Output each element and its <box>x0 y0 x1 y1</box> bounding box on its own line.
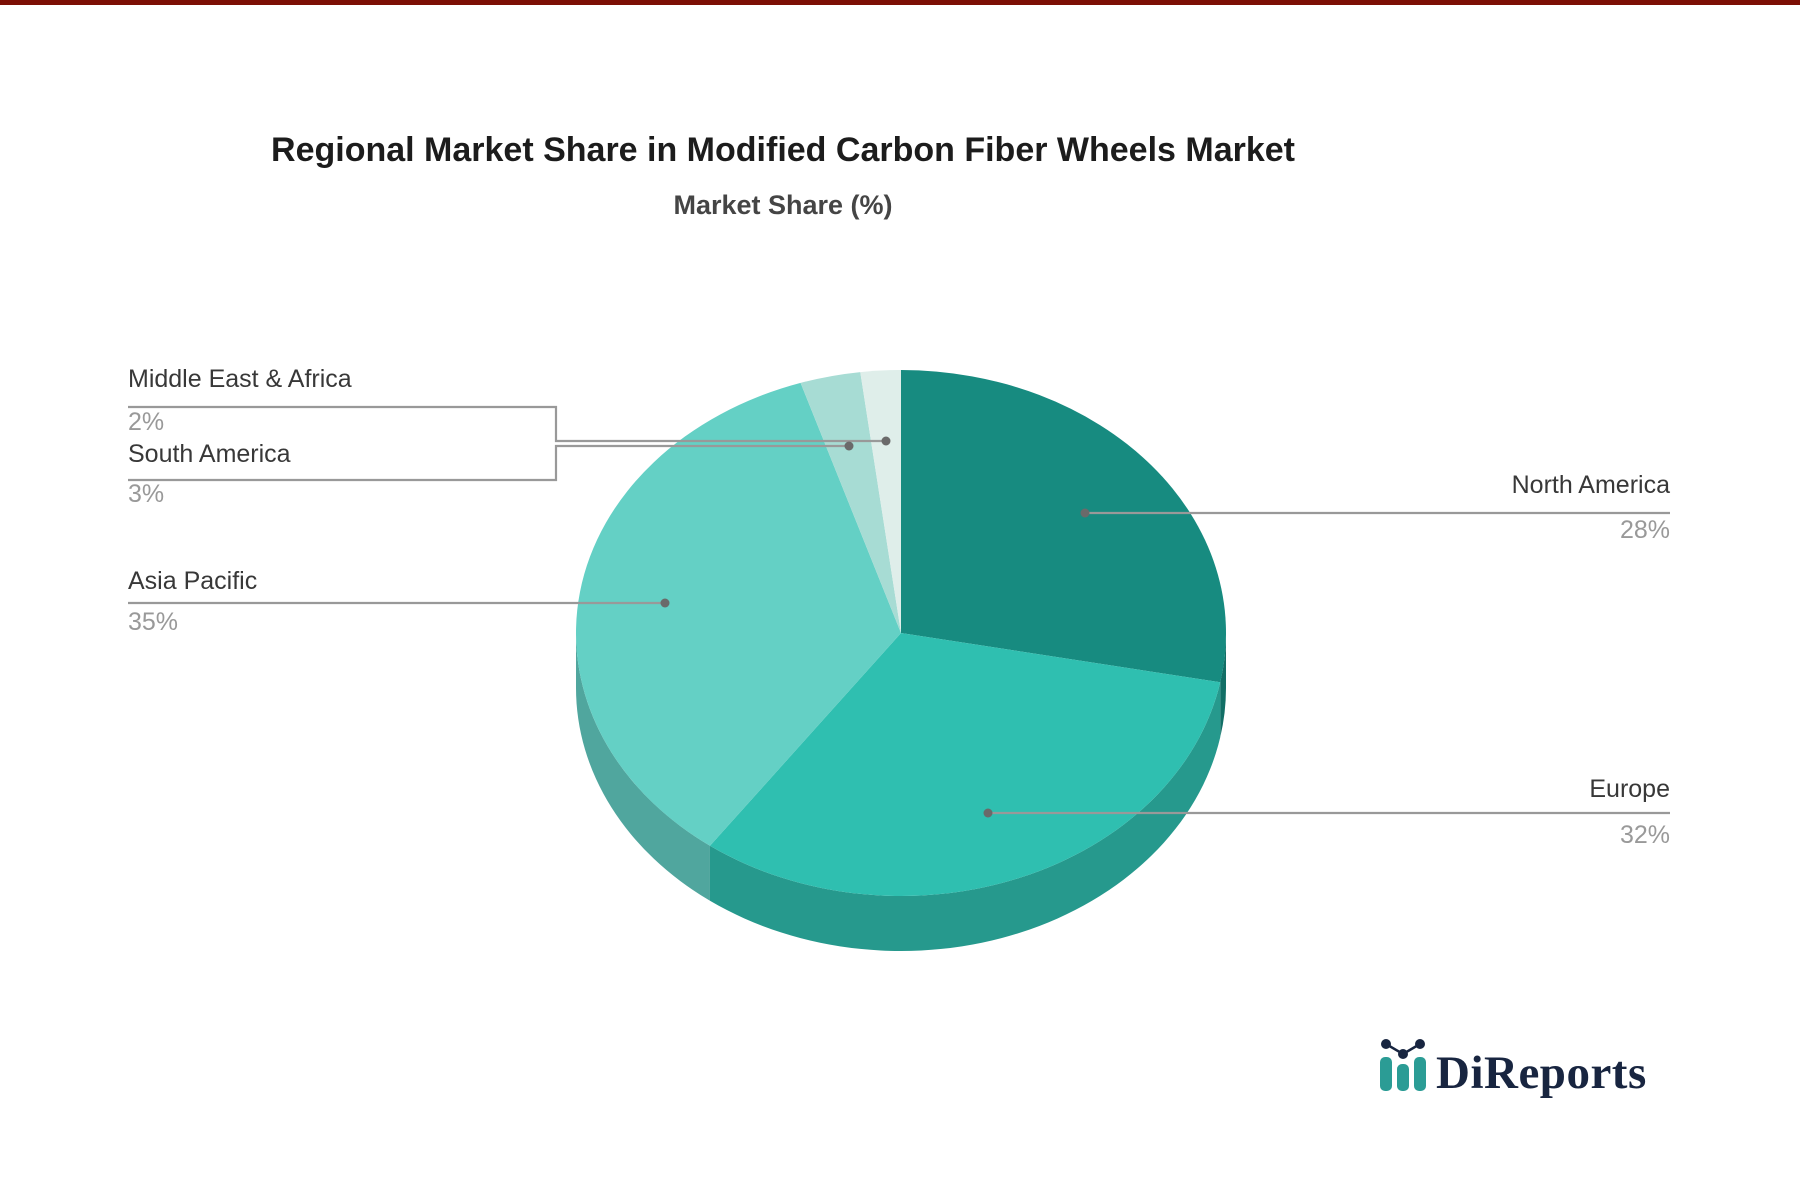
pie-slice-europe <box>709 633 1221 897</box>
value-south-america: 3% <box>128 480 165 508</box>
label-south-america: South America <box>128 440 291 468</box>
label-middle-east-africa: Middle East & Africa <box>128 365 352 393</box>
leader-dot-asia-pacific <box>660 598 670 608</box>
value-north-america: 28% <box>1619 516 1670 544</box>
chart-subtitle: Market Share (%) <box>673 190 893 220</box>
pie-slice-north-america <box>901 370 1227 683</box>
leader-dot-south-america <box>844 441 854 451</box>
pie-slice-middle-east-africa <box>860 370 901 633</box>
pie-side-asia-pacific <box>576 633 710 901</box>
value-asia-pacific: 35% <box>128 608 179 636</box>
leader-dot-north-america <box>1080 508 1090 518</box>
label-asia-pacific: Asia Pacific <box>128 567 258 595</box>
label-europe: Europe <box>1589 775 1670 803</box>
leader-line-middle-east-africa <box>128 405 886 443</box>
direports-logo-icon <box>1380 1039 1426 1091</box>
leader-dot-europe <box>983 808 993 818</box>
chart-title: Regional Market Share in Modified Carbon… <box>271 131 1295 169</box>
pie-slice-asia-pacific <box>575 382 901 846</box>
direports-logo-text: DiReports <box>1436 1047 1647 1099</box>
leader-dot-middle-east-africa <box>881 436 891 446</box>
top-border <box>0 0 1800 5</box>
value-europe: 32% <box>1619 821 1670 849</box>
leader-line-south-america <box>128 444 849 482</box>
label-north-america: North America <box>1511 471 1670 499</box>
pie-slice-south-america <box>800 372 901 633</box>
value-middle-east-africa: 2% <box>128 408 165 436</box>
pie-side-north-america <box>1220 633 1226 738</box>
pie-side-europe <box>709 682 1221 952</box>
